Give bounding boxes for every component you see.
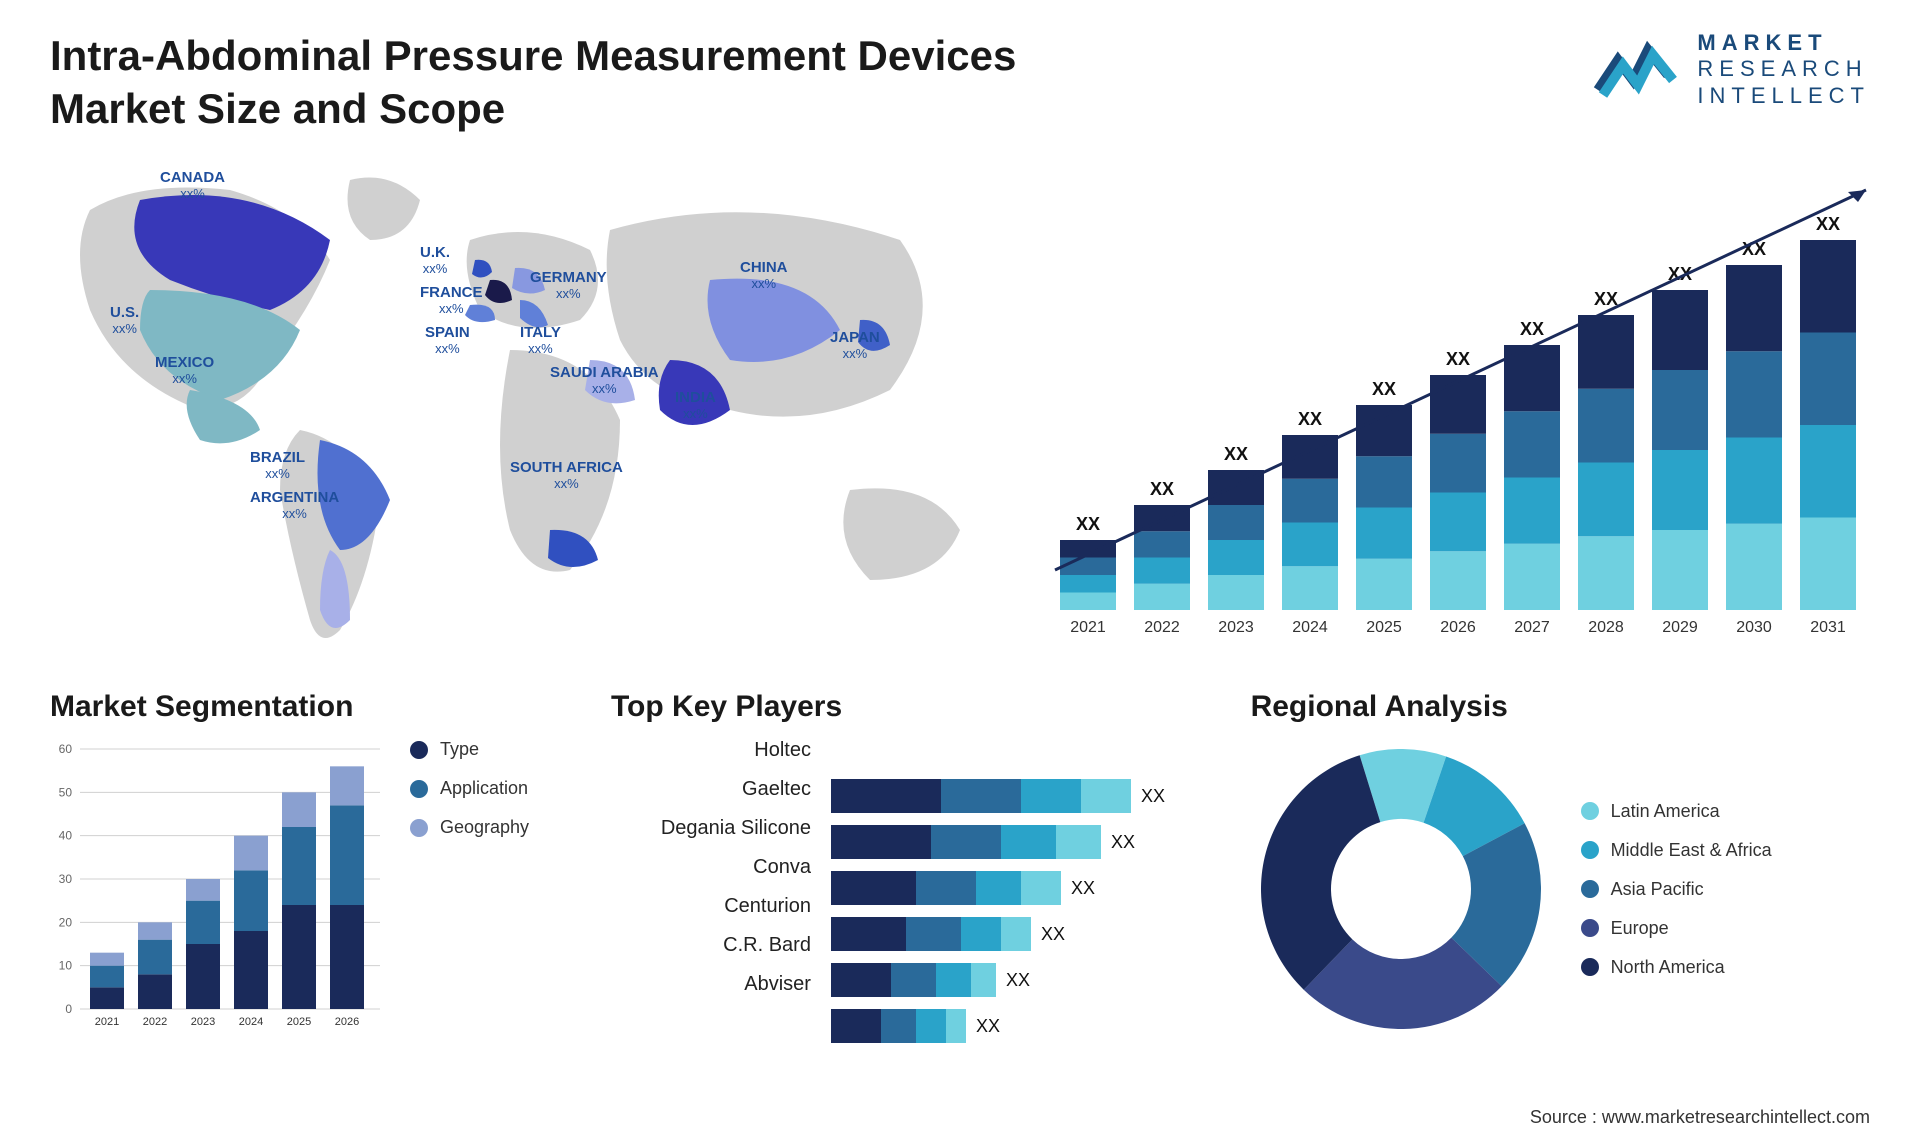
map-label-brazil: BRAZILxx% (250, 450, 305, 481)
svg-text:2024: 2024 (1292, 619, 1328, 636)
segmentation-panel: Market Segmentation 0 10 20 30 40 50 60 2021 202… (50, 690, 581, 1055)
svg-text:0: 0 (65, 1002, 72, 1016)
source-text: Source : www.marketresearchintellect.com (1530, 1107, 1870, 1128)
world-map: CANADAxx% U.S.xx% MEXICOxx% BRAZILxx% ARGENT… (50, 150, 990, 660)
map-label-italy: ITALYxx% (520, 325, 561, 356)
map-label-france: FRANCExx% (420, 285, 483, 316)
map-label-china: CHINAxx% (740, 260, 788, 291)
region-legend: Latin America Middle East & Africa Asia Pa… (1581, 801, 1772, 978)
region-legend-item: Latin America (1581, 801, 1772, 822)
svg-text:2022: 2022 (1144, 619, 1180, 636)
map-label-germany: GERMANYxx% (530, 270, 607, 301)
map-label-argentina: ARGENTINAxx% (250, 490, 339, 521)
map-label-us: U.S.xx% (110, 305, 139, 336)
logo-text: MARKET RESEARCH INTELLECT (1697, 30, 1870, 109)
svg-text:2025: 2025 (287, 1016, 311, 1028)
region-legend-item: Middle East & Africa (1581, 840, 1772, 861)
segmentation-chart: 0 10 20 30 40 50 60 2021 2022 2023 2024 2025 2026 (50, 739, 390, 1039)
player-bar-label: XX (1141, 786, 1165, 807)
svg-text:XX: XX (1150, 479, 1174, 499)
region-legend-item: Europe (1581, 918, 1772, 939)
player-bar-row: XX (831, 779, 1211, 813)
svg-text:2021: 2021 (1070, 619, 1106, 636)
player-names: Holtec Gaeltec Degania Silicone Conva Centur… (611, 739, 811, 1055)
svg-text:XX: XX (1076, 514, 1100, 534)
svg-text:2025: 2025 (1366, 619, 1402, 636)
map-label-canada: CANADAxx% (160, 170, 225, 201)
svg-text:2024: 2024 (239, 1016, 263, 1028)
player-name: Gaeltec (611, 778, 811, 801)
player-name: Centurion (611, 895, 811, 918)
svg-text:50: 50 (59, 785, 73, 799)
player-bar-row: XX (831, 871, 1211, 905)
svg-text:2031: 2031 (1810, 619, 1846, 636)
player-bar-label: XX (1071, 878, 1095, 899)
player-bar-label: XX (1006, 970, 1030, 991)
map-label-japan: JAPANxx% (830, 330, 880, 361)
player-name: Degania Silicone (611, 817, 811, 840)
map-label-uk: U.K.xx% (420, 245, 450, 276)
players-title: Top Key Players (611, 690, 1221, 724)
svg-text:XX: XX (1298, 409, 1322, 429)
svg-text:10: 10 (59, 959, 73, 973)
player-name: Abviser (611, 973, 811, 996)
players-panel: Top Key Players Holtec Gaeltec Degania Sil… (611, 690, 1221, 1055)
svg-text:2030: 2030 (1736, 619, 1772, 636)
svg-text:2021: 2021 (95, 1016, 119, 1028)
svg-text:2026: 2026 (335, 1016, 359, 1028)
segmentation-legend: Type Application Geography (410, 739, 529, 838)
player-bar-label: XX (1111, 832, 1135, 853)
map-label-india: INDIAxx% (675, 390, 716, 421)
player-bars-chart: XX XX XX XX XX XX (831, 739, 1211, 1055)
legend-item-application: Application (410, 778, 529, 799)
svg-text:2023: 2023 (1218, 619, 1254, 636)
player-bar-row: XX (831, 825, 1211, 859)
region-panel: Regional Analysis Latin America Middle Ea… (1251, 690, 1870, 1055)
player-bar-row: XX (831, 1009, 1211, 1043)
region-legend-item: Asia Pacific (1581, 879, 1772, 900)
svg-text:XX: XX (1594, 289, 1618, 309)
svg-text:30: 30 (59, 872, 73, 886)
svg-text:60: 60 (59, 742, 73, 756)
player-name: Conva (611, 856, 811, 879)
map-svg (50, 150, 1010, 660)
region-donut (1251, 739, 1551, 1039)
svg-text:2027: 2027 (1514, 619, 1550, 636)
map-label-saudiarabia: SAUDI ARABIAxx% (550, 365, 659, 396)
svg-text:XX: XX (1816, 214, 1840, 234)
region-legend-item: North America (1581, 957, 1772, 978)
player-bar-label: XX (976, 1016, 1000, 1037)
svg-text:XX: XX (1372, 379, 1396, 399)
forecast-chart: XX 2021 XX 2022 XX 2023 XX 2024 XX 2025 XX 2026 XX 20… (1030, 150, 1870, 660)
svg-text:2026: 2026 (1440, 619, 1476, 636)
map-label-southafrica: SOUTH AFRICAxx% (510, 460, 623, 491)
segmentation-title: Market Segmentation (50, 690, 581, 724)
svg-text:40: 40 (59, 829, 73, 843)
svg-text:2028: 2028 (1588, 619, 1624, 636)
player-bar-label: XX (1041, 924, 1065, 945)
svg-text:2022: 2022 (143, 1016, 167, 1028)
map-label-mexico: MEXICOxx% (155, 355, 214, 386)
logo-icon (1593, 35, 1683, 105)
logo: MARKET RESEARCH INTELLECT (1593, 30, 1870, 109)
player-name: C.R. Bard (611, 934, 811, 957)
svg-text:20: 20 (59, 915, 73, 929)
svg-text:XX: XX (1446, 349, 1470, 369)
player-name: Holtec (611, 739, 811, 762)
svg-text:XX: XX (1520, 319, 1544, 339)
map-label-spain: SPAINxx% (425, 325, 470, 356)
legend-item-type: Type (410, 739, 529, 760)
player-bar-row: XX (831, 963, 1211, 997)
player-bar-row: XX (831, 917, 1211, 951)
svg-text:XX: XX (1224, 444, 1248, 464)
legend-item-geography: Geography (410, 817, 529, 838)
page-title: Intra-Abdominal Pressure Measurement Dev… (50, 30, 1100, 135)
svg-text:2023: 2023 (191, 1016, 215, 1028)
region-title: Regional Analysis (1251, 690, 1870, 724)
svg-text:2029: 2029 (1662, 619, 1698, 636)
